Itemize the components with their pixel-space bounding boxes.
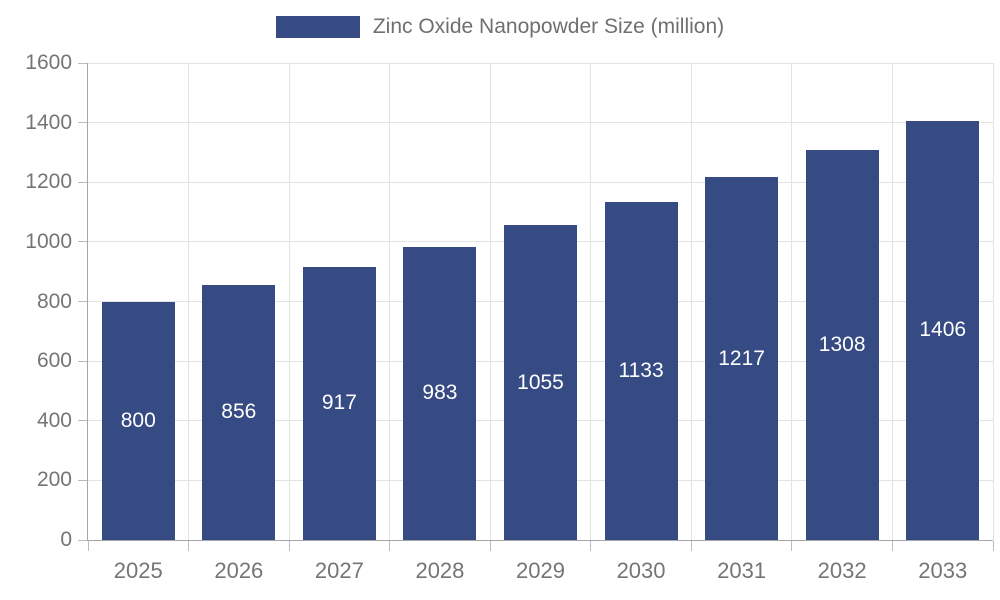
x-axis-tick	[891, 541, 893, 551]
y-gridline	[88, 122, 993, 124]
legend[interactable]: Zinc Oxide Nanopowder Size (million)	[0, 15, 1000, 39]
x-gridline	[690, 63, 692, 540]
x-axis-tick-label: 2025	[113, 558, 163, 583]
bar[interactable]	[504, 225, 577, 540]
plot-area: 0 200 400 600 800 1000 1200 1400 1600 800 2025 856 2…	[25, 51, 994, 583]
y-gridline	[88, 62, 993, 64]
x-gridline	[288, 63, 290, 540]
x-axis-tick-label: 2031	[717, 558, 767, 583]
bar-value-label: 983	[422, 381, 458, 405]
bar-value-label: 856	[221, 400, 257, 424]
y-axis-line	[87, 63, 88, 540]
y-axis-tick	[78, 479, 87, 481]
y-axis-tick	[78, 301, 87, 302]
y-axis-tick-label: 0	[60, 528, 72, 551]
x-axis-tick	[87, 541, 89, 551]
bar[interactable]	[604, 202, 678, 540]
x-axis-tick-label: 2032	[817, 558, 867, 583]
x-gridline	[489, 63, 491, 540]
y-axis-tick-label: 1600	[25, 51, 72, 74]
y-axis-tick-label: 400	[36, 408, 72, 432]
y-axis-tick	[78, 241, 87, 243]
x-gridline	[389, 63, 391, 540]
x-axis-tick	[992, 541, 994, 551]
y-axis-tick	[78, 360, 87, 362]
x-axis-tick	[489, 541, 491, 551]
bar[interactable]	[101, 301, 175, 540]
y-axis-tick-label: 600	[36, 349, 72, 373]
y-axis-tick-label: 1400	[25, 110, 72, 134]
bar-value-label: 1133	[618, 359, 664, 383]
bar[interactable]	[705, 177, 779, 540]
bar[interactable]	[403, 246, 477, 540]
x-axis-tick-label: 2026	[214, 558, 264, 583]
y-axis-tick	[78, 122, 87, 124]
x-axis-tick	[188, 541, 190, 551]
x-axis-tick-label: 2030	[616, 558, 666, 583]
bar[interactable]	[805, 150, 879, 540]
bar-value-label: 1217	[718, 346, 765, 370]
x-gridline	[791, 63, 793, 540]
legend-series-label: Zinc Oxide Nanopowder Size (million)	[372, 15, 725, 38]
x-axis-tick	[690, 541, 692, 551]
x-gridline	[891, 63, 893, 540]
x-axis-tick-label: 2028	[415, 558, 465, 583]
x-axis-tick-label: 2029	[516, 558, 565, 583]
y-axis-tick	[78, 62, 87, 64]
bar-value-label: 1055	[517, 370, 564, 394]
y-axis-tick	[78, 181, 87, 183]
x-axis-tick	[590, 541, 592, 551]
x-axis-tick-label: 2033	[918, 558, 968, 583]
y-axis-tick	[78, 539, 87, 541]
x-axis-line	[87, 540, 993, 541]
y-axis-tick	[78, 420, 87, 422]
y-axis-tick-label: 1000	[25, 229, 72, 253]
x-gridline	[992, 63, 994, 540]
bar[interactable]	[302, 266, 376, 540]
bar-value-label: 1308	[818, 333, 866, 357]
bar[interactable]	[202, 284, 276, 540]
x-axis-tick-label: 2027	[314, 558, 364, 583]
bar-value-label: 800	[120, 408, 156, 432]
bar-value-label: 1406	[919, 318, 967, 342]
y-axis-tick-label: 1200	[25, 170, 72, 194]
x-axis-tick	[791, 541, 793, 551]
bar-value-label: 917	[321, 391, 357, 415]
legend-swatch	[275, 16, 360, 38]
y-gridline	[88, 181, 993, 183]
x-axis-tick	[288, 541, 290, 551]
x-axis-tick	[389, 541, 391, 551]
y-axis-tick-label: 800	[36, 289, 72, 313]
bar[interactable]	[906, 120, 980, 540]
y-axis-tick-label: 200	[36, 468, 72, 492]
x-gridline	[590, 63, 592, 540]
x-gridline	[188, 63, 190, 540]
